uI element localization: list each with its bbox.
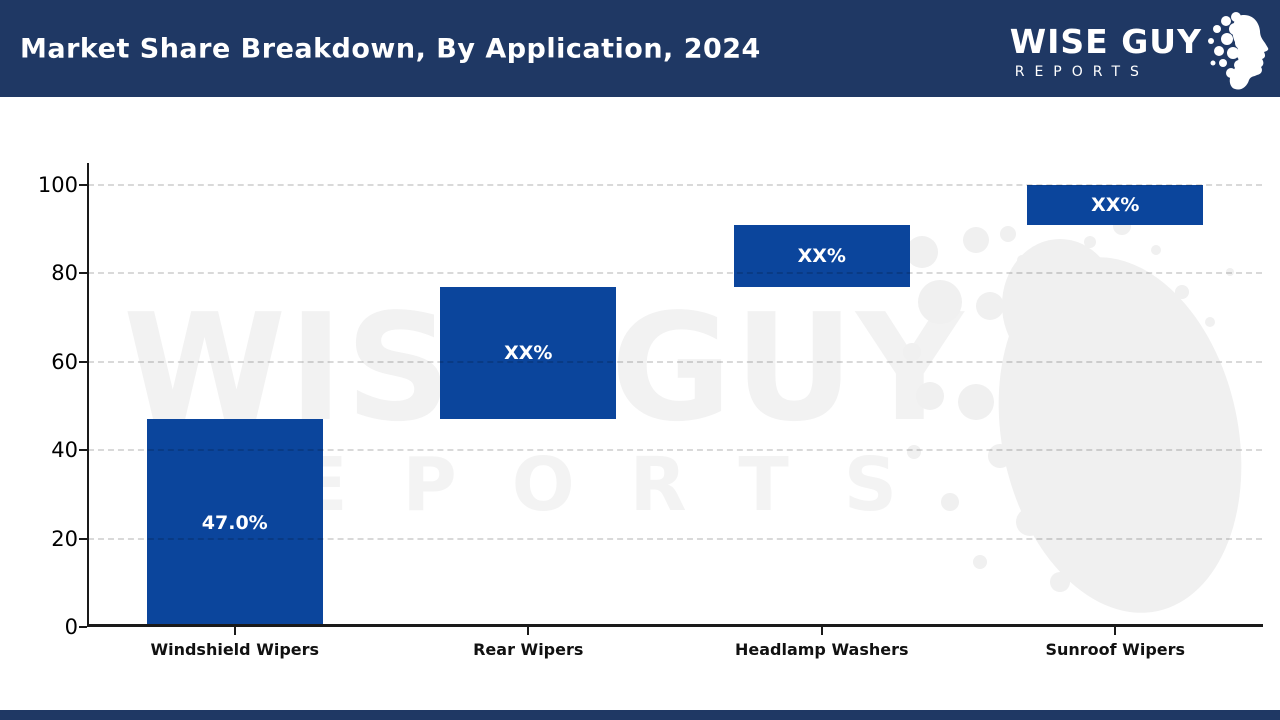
y-tick-label: 20 <box>51 526 78 551</box>
gridline-40 <box>88 449 1262 452</box>
bar-headlamp-washers <box>733 224 910 287</box>
header-bar: Market Share Breakdown, By Application, … <box>0 0 1280 97</box>
bar-value-label: XX% <box>504 342 553 365</box>
gridline-80 <box>88 272 1262 275</box>
bar-sunroof-wipers <box>1027 185 1204 225</box>
x-category-label: Rear Wipers <box>473 640 584 659</box>
y-tick-mark <box>79 360 87 363</box>
gridline-60 <box>88 360 1262 363</box>
x-tick-mark <box>233 627 236 635</box>
bar-rear-wipers <box>440 286 617 420</box>
watermark-head-graphic <box>903 217 1242 613</box>
x-category-label: Windshield Wipers <box>150 640 320 659</box>
y-tick-label: 40 <box>51 438 78 463</box>
y-tick-label: 60 <box>51 349 78 374</box>
page-title: Market Share Breakdown, By Application, … <box>20 33 761 64</box>
x-tick-mark <box>820 627 823 635</box>
y-tick-mark <box>79 626 87 628</box>
y-tick-mark <box>79 272 87 275</box>
y-axis-line <box>87 163 89 627</box>
bar-value-label: 47.0% <box>201 512 268 535</box>
y-tick-mark <box>79 184 87 187</box>
gridline-20 <box>88 537 1262 540</box>
gridline-100 <box>88 184 1262 187</box>
bar-value-label: XX% <box>1091 193 1140 216</box>
y-tick-label: 80 <box>51 261 78 286</box>
x-category-label: Sunroof Wipers <box>1045 640 1186 659</box>
bar-value-label: XX% <box>797 244 846 267</box>
logo-text: WISE GUY REPORTS <box>1010 22 1202 80</box>
bar-windshield-wipers <box>146 419 323 627</box>
y-tick-mark <box>79 449 87 452</box>
x-axis-line <box>87 624 1263 627</box>
x-tick-mark <box>527 627 530 635</box>
logo-head-icon <box>1208 12 1269 90</box>
wise-guy-logo: WISE GUY REPORTS <box>1010 6 1272 92</box>
y-tick-mark <box>79 537 87 540</box>
y-tick-label: 100 <box>37 173 78 198</box>
x-category-label: Headlamp Washers <box>734 640 909 659</box>
logo-wordmark: WISE GUY <box>1009 22 1202 61</box>
footer-bar <box>0 710 1280 720</box>
x-tick-mark <box>1114 627 1117 635</box>
y-tick-label: 0 <box>64 615 78 639</box>
logo-subtitle: REPORTS <box>1014 64 1149 80</box>
